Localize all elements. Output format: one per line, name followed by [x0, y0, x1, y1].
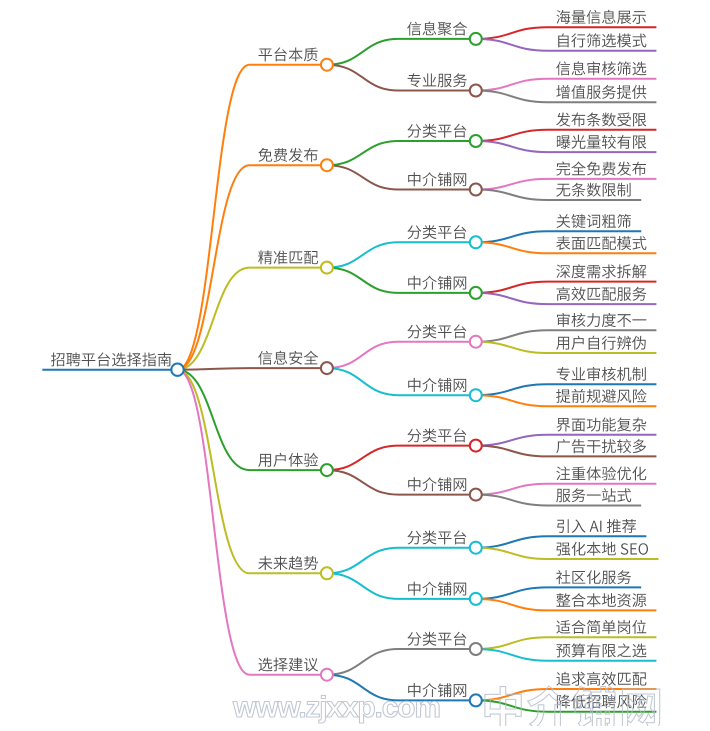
- svg-text:www.zjxxp.com: www.zjxxp.com: [232, 691, 441, 724]
